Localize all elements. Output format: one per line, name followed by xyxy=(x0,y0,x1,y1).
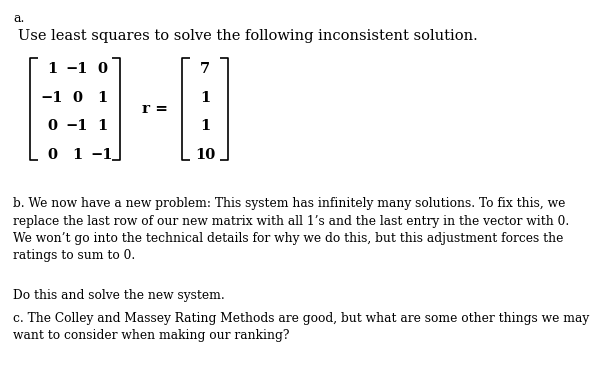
Text: r =: r = xyxy=(142,102,168,116)
Text: 1: 1 xyxy=(200,91,210,105)
Text: 0: 0 xyxy=(47,148,57,161)
Text: 1: 1 xyxy=(97,119,107,133)
Text: b. We now have a new problem: This system has infinitely many solutions. To fix : b. We now have a new problem: This syste… xyxy=(13,197,569,262)
Text: 7: 7 xyxy=(200,62,210,76)
Text: a.: a. xyxy=(13,12,24,25)
Text: 0: 0 xyxy=(97,62,107,76)
Text: Use least squares to solve the following inconsistent solution.: Use least squares to solve the following… xyxy=(18,29,478,43)
Text: 10: 10 xyxy=(195,148,215,161)
Text: −1: −1 xyxy=(66,119,88,133)
Text: 0: 0 xyxy=(72,91,82,105)
Text: 1: 1 xyxy=(200,119,210,133)
Text: 1: 1 xyxy=(97,91,107,105)
Text: 1: 1 xyxy=(72,148,82,161)
Text: −1: −1 xyxy=(66,62,88,76)
Text: 0: 0 xyxy=(47,119,57,133)
Text: c. The Colley and Massey Rating Methods are good, but what are some other things: c. The Colley and Massey Rating Methods … xyxy=(13,312,589,342)
Text: −1: −1 xyxy=(41,91,63,105)
Text: Do this and solve the new system.: Do this and solve the new system. xyxy=(13,289,225,302)
Text: −1: −1 xyxy=(91,148,113,161)
Text: 1: 1 xyxy=(47,62,57,76)
